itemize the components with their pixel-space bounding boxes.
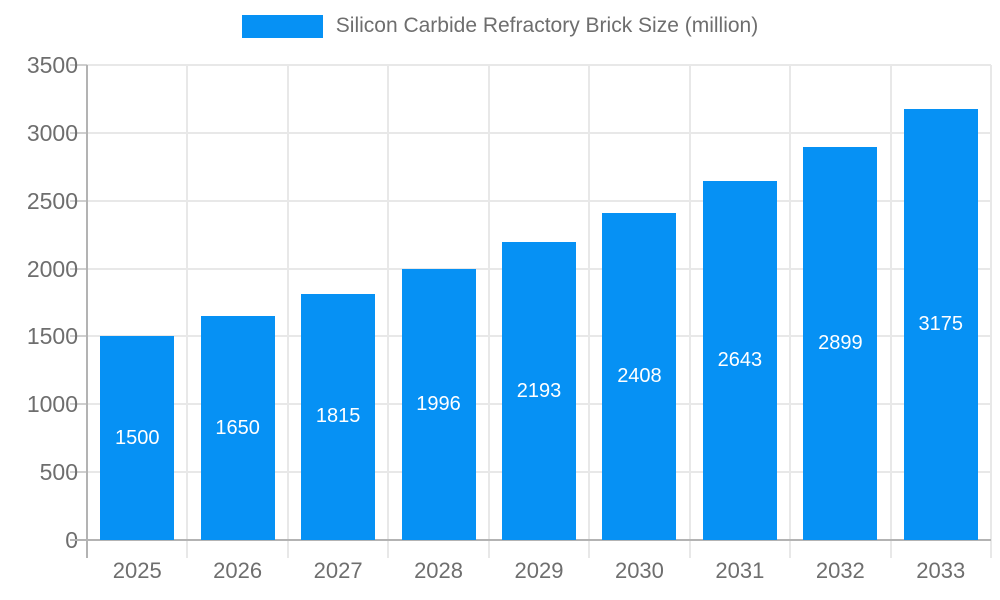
gridline-horizontal (87, 199, 991, 202)
bar-value-label: 1650 (215, 416, 260, 439)
bar-value-label: 1815 (315, 405, 361, 428)
bar[interactable]: 1500 (100, 336, 175, 540)
bar-value-label: 2643 (717, 349, 763, 372)
x-axis-label: 2027 (313, 558, 363, 583)
y-axis-tick (70, 335, 87, 338)
y-axis-line (86, 65, 88, 558)
bar-value-label: 2408 (617, 365, 662, 388)
y-axis-label: 2500 (26, 187, 78, 214)
gridline-horizontal (87, 64, 991, 66)
y-axis-label: 3000 (26, 119, 78, 146)
y-axis-label: 3500 (26, 52, 78, 78)
bar-value-label: 2193 (516, 379, 562, 402)
x-axis-label: 2032 (815, 558, 865, 583)
x-axis-label: 2025 (112, 558, 162, 583)
gridline-vertical (688, 65, 691, 558)
bar[interactable]: 1815 (301, 293, 376, 540)
y-axis-tick (70, 131, 87, 134)
gridline-vertical (889, 65, 892, 558)
y-axis-tick (70, 199, 87, 202)
bar-value-label: 2899 (818, 331, 863, 354)
bar[interactable]: 2193 (502, 242, 576, 540)
y-axis-label: 2000 (26, 255, 78, 282)
gridline-vertical (186, 65, 189, 558)
x-axis-label: 2026 (213, 558, 263, 583)
x-axis-label: 2031 (715, 558, 765, 583)
y-axis-label: 0 (6, 527, 78, 553)
bar[interactable]: 2643 (702, 181, 777, 540)
bar[interactable]: 3175 (903, 109, 978, 540)
bar-value-label: 1500 (114, 426, 160, 449)
bar[interactable]: 2408 (602, 213, 677, 540)
y-axis-tick (70, 64, 87, 66)
y-axis-tick (70, 403, 87, 406)
legend-swatch-icon (241, 14, 323, 38)
x-axis-label: 2029 (514, 558, 564, 583)
y-axis-label: 500 (39, 459, 78, 486)
legend-label: Silicon Carbide Refractory Brick Size (m… (335, 14, 759, 37)
gridline-horizontal (87, 131, 991, 134)
gridline-vertical (990, 65, 992, 558)
y-axis-label: 1000 (26, 391, 78, 418)
x-axis-label: 2030 (614, 558, 664, 583)
gridline-vertical (286, 65, 289, 558)
gridline-vertical (789, 65, 792, 558)
gridline-vertical (387, 65, 390, 558)
bar[interactable]: 1996 (401, 269, 476, 540)
bar[interactable]: 1650 (200, 316, 275, 540)
y-axis-label: 1500 (26, 323, 78, 350)
y-axis-tick (70, 267, 87, 270)
gridline-vertical (487, 65, 490, 558)
bar-value-label: 1996 (416, 393, 461, 416)
gridline-vertical (588, 65, 591, 558)
x-axis-label: 2033 (916, 558, 966, 583)
chart-legend[interactable]: Silicon Carbide Refractory Brick Size (m… (0, 14, 1000, 38)
bar[interactable]: 2899 (803, 146, 878, 540)
y-axis-tick (70, 471, 87, 474)
x-axis-label: 2028 (414, 558, 464, 583)
x-axis-line (70, 539, 991, 541)
bar-value-label: 3175 (918, 313, 964, 336)
